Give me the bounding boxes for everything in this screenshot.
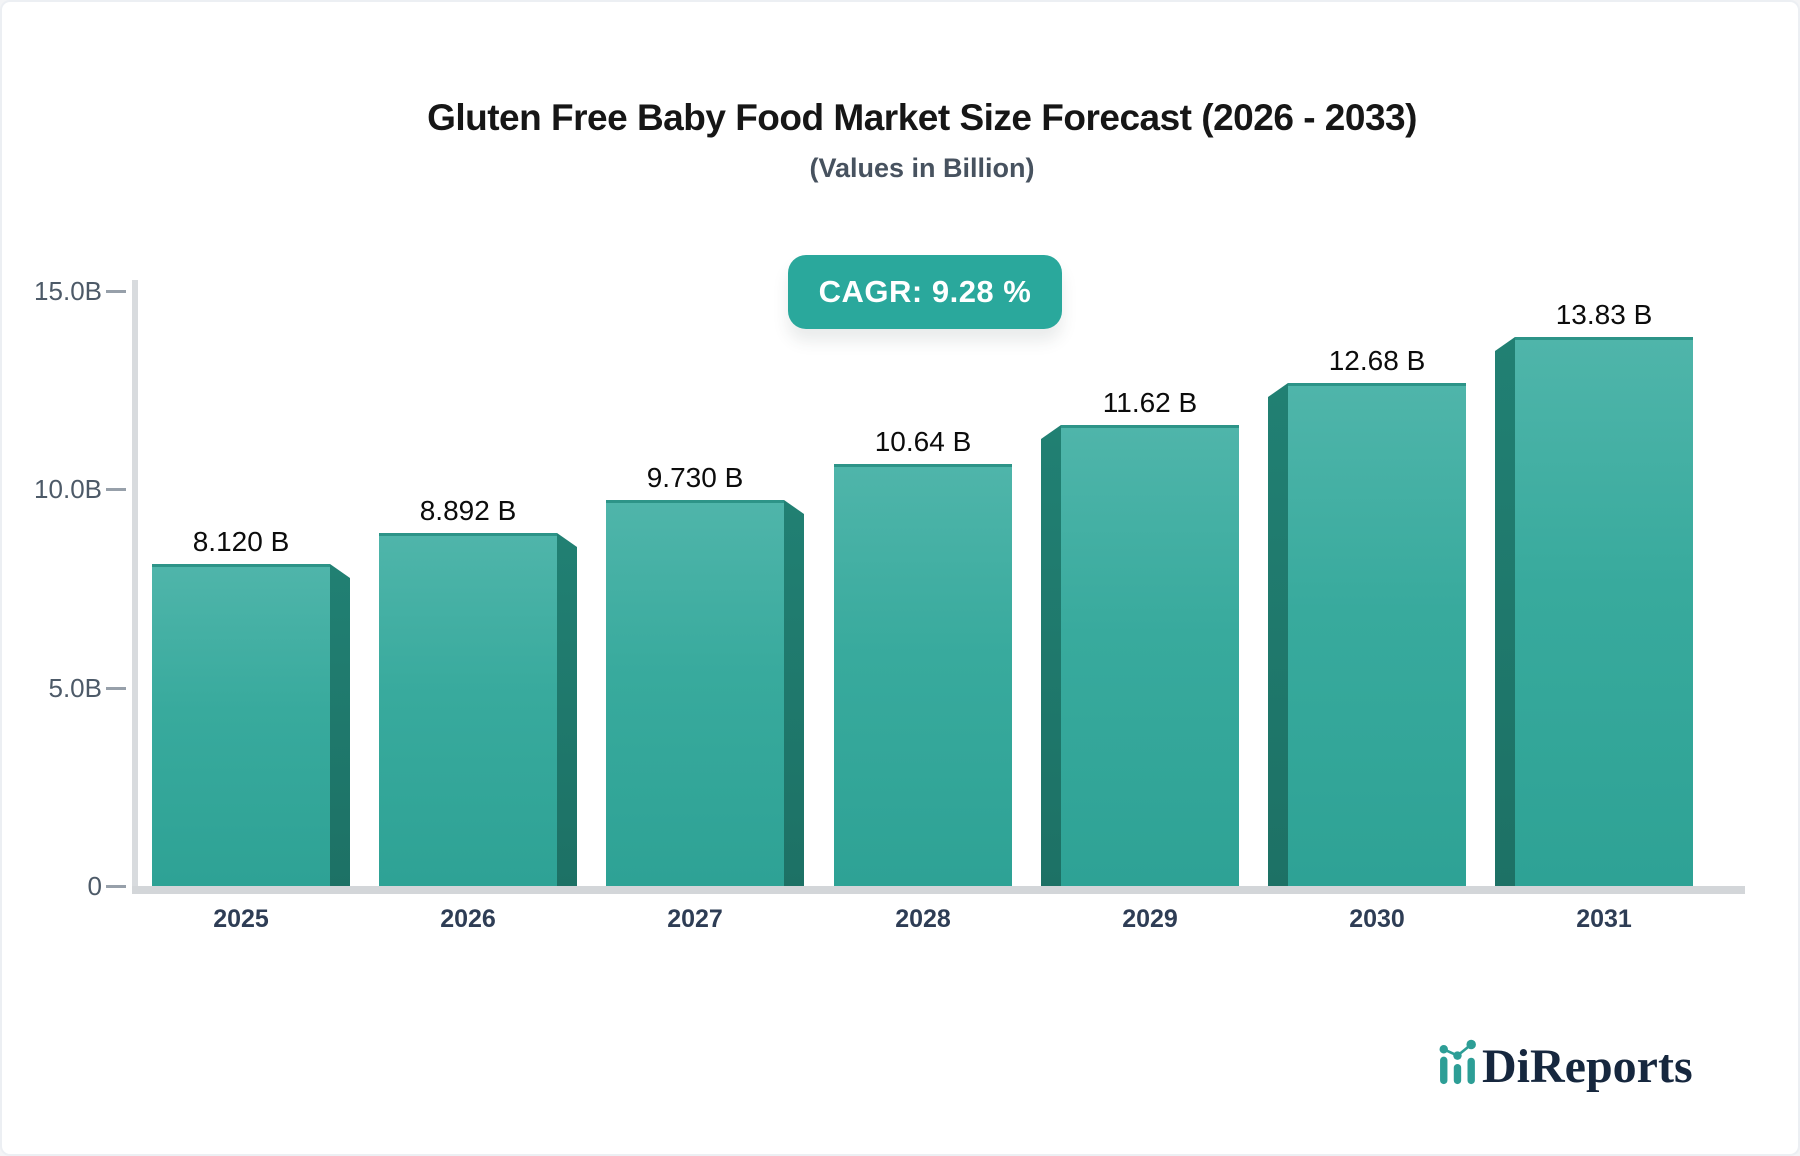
bar-value-label-2026: 8.892 B — [419, 495, 517, 526]
bar-side-2026 — [557, 533, 577, 886]
bar-side-2031 — [1495, 337, 1515, 886]
bar-value-label-2029: 11.62 B — [1102, 387, 1198, 418]
bar-side-2027 — [784, 500, 804, 886]
bar-2025 — [152, 564, 330, 886]
bar-value-label-2028: 10.64 B — [874, 426, 972, 457]
x-axis-label-2025: 2025 — [213, 905, 269, 933]
bar-value-label-2030: 12.68 B — [1328, 345, 1426, 376]
bar-2028 — [834, 464, 1012, 886]
y-tick-mark — [106, 488, 126, 491]
bar-value-label-2027: 9.730 B — [646, 462, 744, 493]
x-axis-line — [132, 886, 1745, 894]
bar-2027 — [606, 500, 784, 886]
x-axis-label-2031: 2031 — [1576, 905, 1632, 933]
bar-side-2029 — [1041, 425, 1061, 886]
x-axis-label-2030: 2030 — [1349, 905, 1405, 933]
x-axis-label-2028: 2028 — [895, 905, 951, 933]
y-tick-label: 10.0B — [34, 474, 102, 504]
x-axis-label-2027: 2027 — [667, 905, 723, 933]
y-tick-mark — [106, 290, 126, 293]
y-tick-label: 5.0B — [48, 673, 103, 703]
cagr-badge: CAGR: 9.28 % — [788, 255, 1062, 329]
bar-2029 — [1061, 425, 1239, 886]
bar-side-2025 — [330, 564, 350, 886]
y-tick-mark — [106, 687, 126, 690]
y-tick-mark — [106, 885, 126, 888]
bar-2026 — [379, 533, 557, 886]
brand-logo: DiReports — [1439, 1038, 1693, 1096]
bar-2030 — [1288, 383, 1466, 886]
y-tick-label: 15.0B — [34, 276, 102, 306]
bar-side-2030 — [1268, 383, 1288, 886]
brand-logo-text: DiReports — [1482, 1040, 1693, 1093]
x-axis-label-2029: 2029 — [1122, 905, 1178, 933]
chart-header: Gluten Free Baby Food Market Size Foreca… — [2, 2, 1798, 184]
y-axis-line — [132, 280, 138, 892]
y-tick-label: 0 — [87, 871, 102, 901]
chart-title: Gluten Free Baby Food Market Size Foreca… — [427, 97, 1417, 138]
chart-subtitle: (Values in Billion) — [809, 153, 1035, 183]
bar-value-label-2031: 13.83 B — [1555, 299, 1653, 330]
x-axis-label-2026: 2026 — [440, 905, 496, 933]
bar-value-label-2025: 8.120 B — [192, 526, 290, 557]
bar-2031 — [1515, 337, 1693, 886]
bar-chart-logo-icon — [1439, 1039, 1476, 1085]
